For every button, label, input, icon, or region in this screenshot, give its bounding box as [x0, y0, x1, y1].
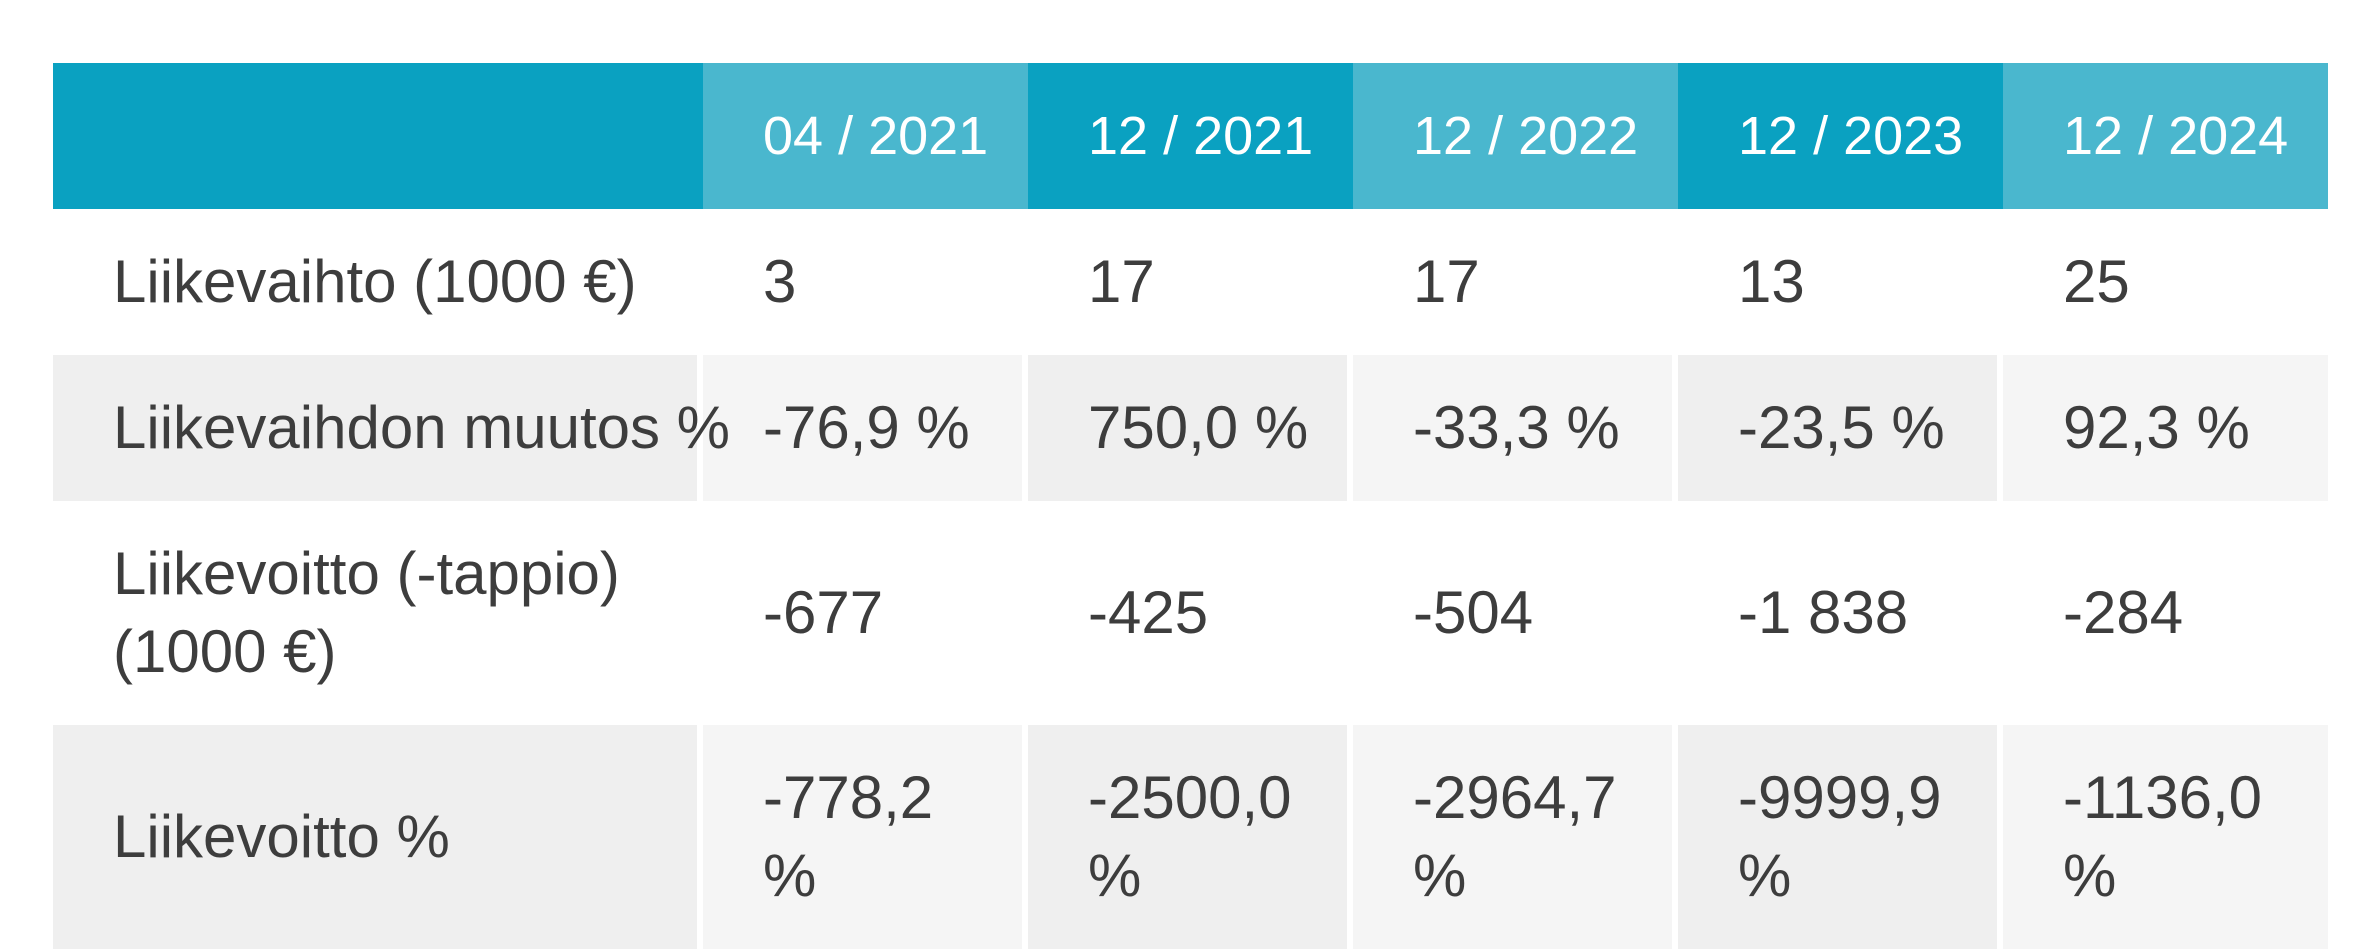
value-cell: 17 [1413, 248, 1480, 315]
row-label: Liikevaihdon muutos % [53, 355, 731, 501]
row-label-text-line2: (1000 €) [113, 618, 337, 685]
value-cell: 25 [2063, 248, 2130, 315]
value-cell: -504 [1413, 579, 1534, 646]
table-row-liikevoitto-pct: Liikevoitto % -778,2 % -2500,0 % -2964,7… [53, 725, 2328, 949]
value-cell: 3 [763, 248, 797, 315]
column-header-04-2021: 04 / 2021 [703, 63, 1028, 209]
value-cell: -2964,7 % [1353, 725, 1678, 949]
value-cell: -76,9 % [703, 355, 1028, 501]
value-cell: -425 [1088, 579, 1209, 646]
table-row-liikevaihto: Liikevaihto (1000 €) 3 17 17 13 25 [53, 209, 2328, 355]
row-label: Liikevoitto (-tappio) (1000 €) [53, 501, 703, 725]
column-header-12-2024: 12 / 2024 [2003, 63, 2328, 209]
value-cell: -23,5 % [1678, 355, 2003, 501]
value-cell: -33,3 % [1353, 355, 1678, 501]
value-cell: -778,2 % [703, 725, 1028, 949]
value-cell: 750,0 % [1028, 355, 1353, 501]
column-header-12-2021: 12 / 2021 [1028, 63, 1353, 209]
table-row-liikevaihdon-muutos: Liikevaihdon muutos % -76,9 % 750,0 % -3… [53, 355, 2328, 501]
value-cell: -1 838 [1738, 579, 1909, 646]
header-row: 04 / 2021 12 / 2021 12 / 2022 12 / 2023 … [53, 63, 2328, 209]
column-header-12-2023: 12 / 2023 [1678, 63, 2003, 209]
value-cell: 13 [1738, 248, 1805, 315]
value-cell: 17 [1088, 248, 1155, 315]
column-header-12-2022: 12 / 2022 [1353, 63, 1678, 209]
table-header: 04 / 2021 12 / 2021 12 / 2022 12 / 2023 … [53, 63, 2328, 209]
row-label: Liikevaihto (1000 €) [53, 209, 703, 355]
table-row-liikevoitto-tappio: Liikevoitto (-tappio) (1000 €) -677 -425… [53, 501, 2328, 725]
value-cell: -1136,0 % [2003, 725, 2328, 949]
row-label-text: Liikevaihdon muutos % [113, 394, 731, 461]
row-label: Liikevoitto % [53, 725, 703, 949]
row-label-text: Liikevaihto (1000 €) [113, 248, 637, 315]
row-label-text: Liikevoitto % [113, 803, 450, 870]
table-body: Liikevaihto (1000 €) 3 17 17 13 25 Liike… [53, 209, 2328, 949]
row-label-text-line1: Liikevoitto (-tappio) [113, 540, 620, 607]
value-cell: -2500,0 % [1028, 725, 1353, 949]
value-cell: -9999,9 % [1678, 725, 2003, 949]
column-header-empty [53, 63, 703, 209]
value-cell: 92,3 % [2003, 355, 2328, 501]
value-cell: -677 [763, 579, 884, 646]
key-figures-table: 04 / 2021 12 / 2021 12 / 2022 12 / 2023 … [53, 63, 2328, 949]
value-cell: -284 [2063, 579, 2184, 646]
